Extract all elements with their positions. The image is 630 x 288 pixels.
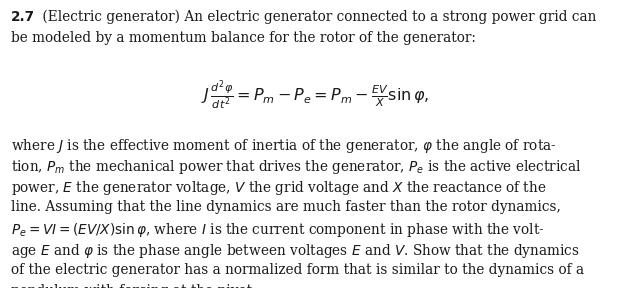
- Text: tion, $P_m$ the mechanical power that drives the generator, $P_e$ is the active : tion, $P_m$ the mechanical power that dr…: [11, 158, 582, 176]
- Text: line. Assuming that the line dynamics are much faster than the rotor dynamics,: line. Assuming that the line dynamics ar…: [11, 200, 561, 214]
- Text: $P_e = VI = (EV/X)\sin\varphi$, where $I$ is the current component in phase with: $P_e = VI = (EV/X)\sin\varphi$, where $I…: [11, 221, 545, 239]
- Text: of the electric generator has a normalized form that is similar to the dynamics : of the electric generator has a normaliz…: [11, 263, 585, 277]
- Text: 2.7: 2.7: [11, 10, 35, 24]
- Text: (Electric generator) An electric generator connected to a strong power grid can: (Electric generator) An electric generat…: [38, 10, 596, 24]
- Text: be modeled by a momentum balance for the rotor of the generator:: be modeled by a momentum balance for the…: [11, 31, 476, 45]
- Text: age $E$ and $\varphi$ is the phase angle between voltages $E$ and $V$. Show that: age $E$ and $\varphi$ is the phase angle…: [11, 242, 580, 260]
- Text: $J\,\frac{d^2\varphi}{dt^2} = P_m - P_e = P_m - \frac{EV}{X}\sin\varphi,$: $J\,\frac{d^2\varphi}{dt^2} = P_m - P_e …: [201, 78, 429, 112]
- Text: power, $E$ the generator voltage, $V$ the grid voltage and $X$ the reactance of : power, $E$ the generator voltage, $V$ th…: [11, 179, 547, 197]
- Text: pendulum with forcing at the pivot.: pendulum with forcing at the pivot.: [11, 284, 256, 288]
- Text: where $J$ is the effective moment of inertia of the generator, $\varphi$ the ang: where $J$ is the effective moment of ine…: [11, 137, 557, 155]
